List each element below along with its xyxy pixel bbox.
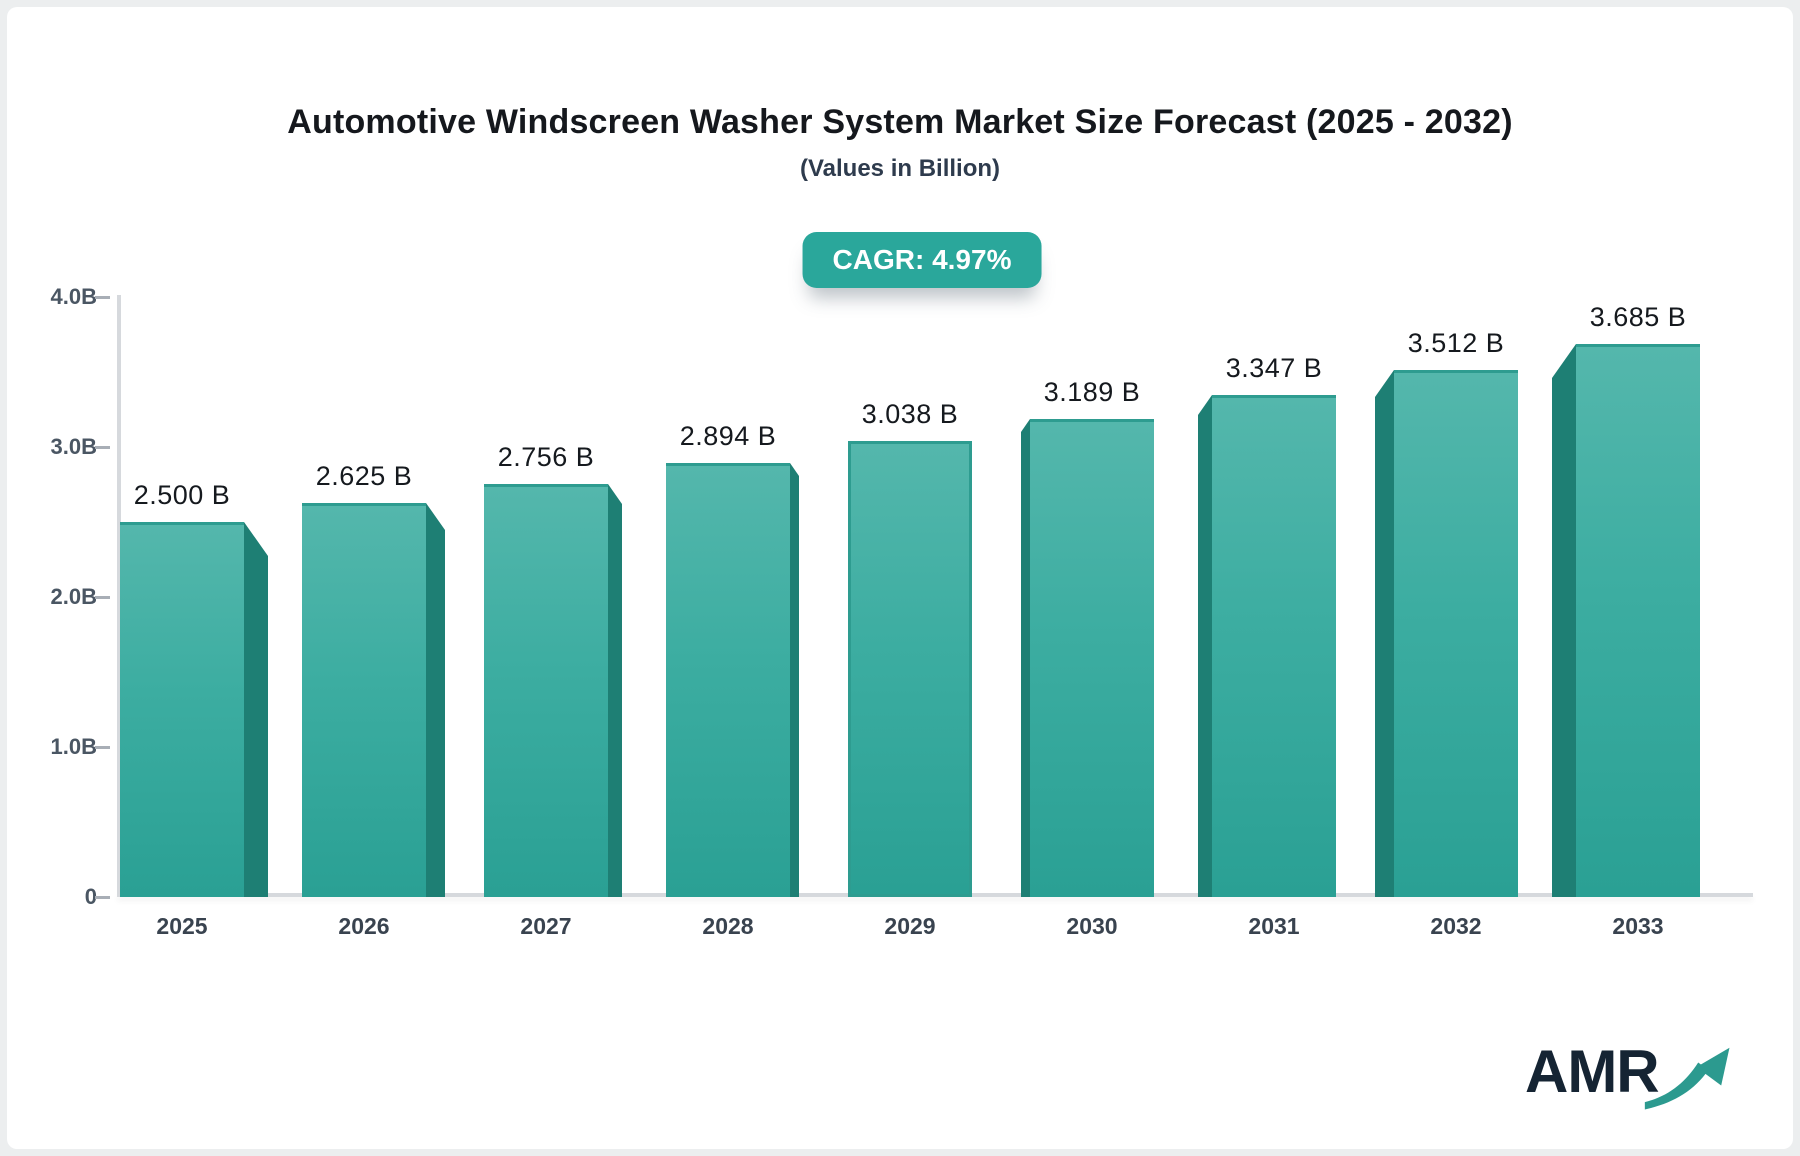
bar-value-label: 2.756 B: [497, 442, 595, 472]
bar-value-label: 3.512 B: [1407, 328, 1505, 358]
brand-logo-text: AMR: [1525, 1038, 1660, 1105]
y-axis-line: [117, 295, 121, 897]
bar-value-label: 3.189 B: [1043, 377, 1141, 407]
y-tick-dash: [95, 896, 110, 899]
bar-value-label: 3.038 B: [861, 399, 959, 429]
bar-side-face: [1021, 419, 1030, 897]
chart-card: Automotive Windscreen Washer System Mark…: [7, 7, 1793, 1149]
bar-value-label: 2.500 B: [133, 480, 231, 510]
y-tick-label: 4.0B: [50, 284, 97, 309]
bar-main-face: [302, 503, 426, 897]
cagr-badge: CAGR: 4.97%: [802, 232, 1042, 288]
y-tick-dash: [95, 596, 110, 599]
bar-main-face: [1212, 395, 1336, 897]
chart-subtitle: (Values in Billion): [799, 155, 1001, 182]
brand-logo: AMR: [1525, 1029, 1735, 1119]
bar-side-face: [426, 503, 445, 897]
bar-value-label: 2.625 B: [315, 461, 413, 491]
bar-main-face: [848, 441, 972, 897]
bar-main-face: [666, 463, 790, 897]
y-tick-label: 2.0B: [50, 584, 97, 609]
bar-value-label: 3.347 B: [1225, 353, 1323, 383]
plot-area: 4.0B 3.0B 2.0B 1.0B 0 2.500 B 2025 2.625 B 2026 2…: [7, 7, 1793, 1149]
y-tick-label: 1.0B: [50, 734, 97, 759]
x-axis-label: 2029: [884, 913, 936, 939]
bar-side-face: [1552, 344, 1576, 897]
x-axis-label: 2033: [1612, 913, 1664, 939]
bar-side-face: [1198, 395, 1212, 897]
bar-side-face: [608, 484, 622, 897]
bar-side-face: [244, 522, 268, 897]
x-axis-label: 2030: [1066, 913, 1118, 939]
y-tick-dash: [95, 446, 110, 449]
bar-value-label: 2.894 B: [679, 421, 777, 451]
bar-side-face: [1375, 370, 1394, 897]
x-axis-label: 2031: [1248, 913, 1300, 939]
bar-side-face: [790, 463, 799, 897]
x-axis-label: 2027: [520, 913, 572, 939]
x-axis-label: 2026: [338, 913, 390, 939]
bar-main-face: [1394, 370, 1518, 897]
x-axis-label: 2028: [702, 913, 754, 939]
growth-arrow-icon: [1644, 1047, 1730, 1110]
bar-main-face: [120, 522, 244, 897]
bar-main-face: [484, 484, 608, 897]
x-axis-label: 2032: [1430, 913, 1482, 939]
bar-main-face: [1030, 419, 1154, 897]
bar-main-face: [1576, 344, 1700, 897]
y-tick-dash: [95, 296, 110, 299]
y-tick-dash: [95, 746, 110, 749]
chart-title: Automotive Windscreen Washer System Mark…: [287, 103, 1513, 141]
x-axis-label: 2025: [156, 913, 208, 939]
y-tick-label: 0: [84, 884, 97, 909]
y-tick-label: 3.0B: [50, 434, 97, 459]
bar-value-label: 3.685 B: [1589, 302, 1687, 332]
